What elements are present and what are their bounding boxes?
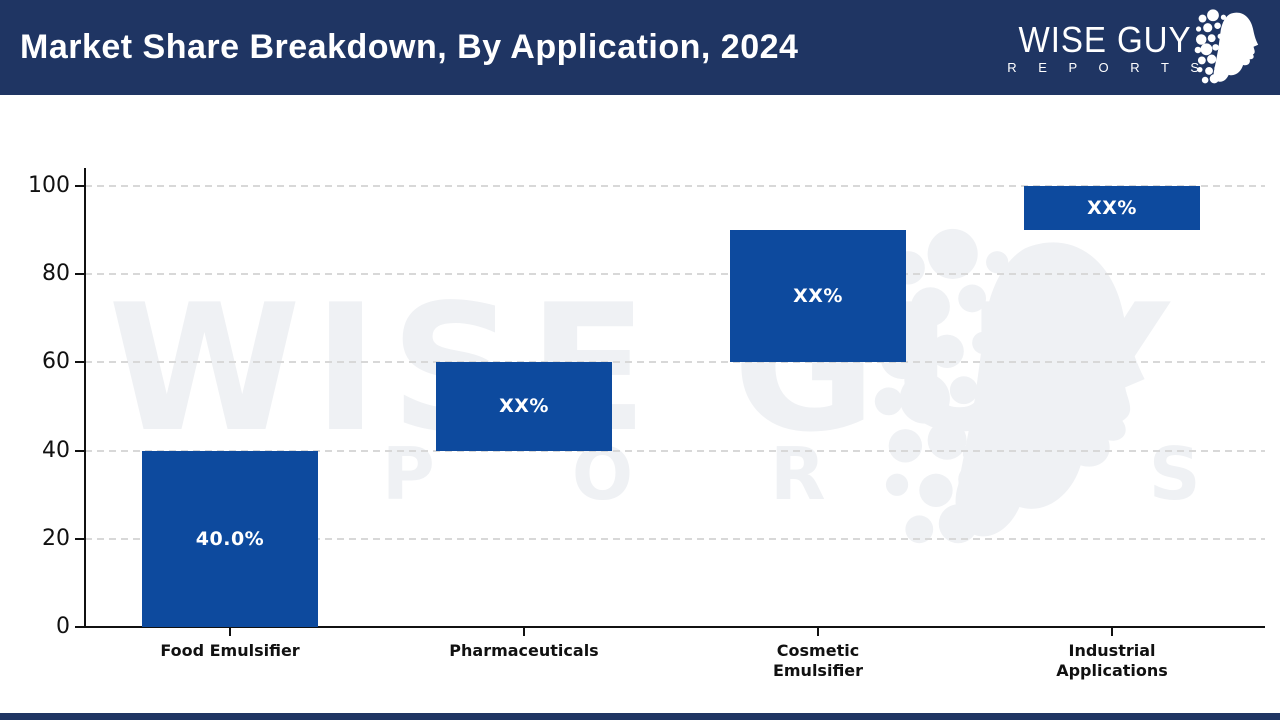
y-tick-mark-40: [75, 449, 84, 452]
y-tick-label-60: 60: [42, 349, 70, 375]
gridline-80: [85, 273, 1265, 276]
gridline-60: [85, 361, 1265, 364]
logo-reports-label: R E P O R T S: [1007, 59, 1208, 75]
y-tick-label-100: 100: [28, 173, 70, 198]
x-axis: [84, 626, 1265, 628]
bar-food-emulsifier: 40.0%: [142, 450, 318, 627]
x-category-label-food-emulsifier: Food Emulsifier: [160, 641, 300, 660]
logo-head-icon: [1194, 7, 1266, 89]
y-tick-mark-80: [75, 273, 84, 276]
bar-value-label-food-emulsifier: 40.0%: [195, 527, 265, 550]
chart-title: Market Share Breakdown, By Application, …: [20, 28, 799, 66]
y-tick-label-0: 0: [56, 614, 70, 639]
bar-value-label-cosmetic-emulsifier: XX%: [793, 285, 843, 308]
y-tick-mark-100: [75, 185, 84, 187]
gridline-100: [85, 185, 1265, 187]
bar-industrial-applications: XX%: [1024, 186, 1200, 231]
x-category-label-cosmetic-emulsifier: Cosmetic Emulsifier: [772, 641, 864, 680]
x-tick-mark-1: [523, 628, 525, 636]
x-tick-mark-3: [1111, 628, 1113, 636]
gridline-20: [85, 537, 1265, 540]
x-category-label-industrial-applications: Industrial Applications: [1056, 641, 1168, 680]
y-tick-mark-0: [75, 626, 84, 628]
x-category-label-pharmaceuticals: Pharmaceuticals: [449, 641, 599, 660]
wise-guy-reports-logo: WISE GUY R E P O R T S: [1001, 7, 1266, 89]
bar-pharmaceuticals: XX%: [436, 362, 612, 451]
header-bar: Market Share Breakdown, By Application, …: [0, 0, 1280, 95]
bar-value-label-industrial-applications: XX%: [1087, 197, 1137, 220]
x-tick-mark-2: [817, 628, 819, 636]
bar-cosmetic-emulsifier: XX%: [730, 230, 906, 363]
y-tick-label-40: 40: [42, 437, 70, 463]
bar-value-label-pharmaceuticals: XX%: [499, 395, 549, 418]
y-tick-label-20: 20: [42, 525, 70, 551]
logo-text: WISE GUY R E P O R T S: [1001, 18, 1208, 75]
gridline-40: [85, 449, 1265, 452]
logo-wiseguy-label: WISE GUY: [1018, 18, 1192, 60]
x-tick-mark-0: [229, 628, 231, 636]
y-tick-mark-60: [75, 361, 84, 364]
y-tick-mark-20: [75, 537, 84, 540]
y-axis: [84, 168, 86, 628]
y-tick-label-80: 80: [42, 261, 70, 287]
footer-brand-strip: [0, 713, 1280, 720]
